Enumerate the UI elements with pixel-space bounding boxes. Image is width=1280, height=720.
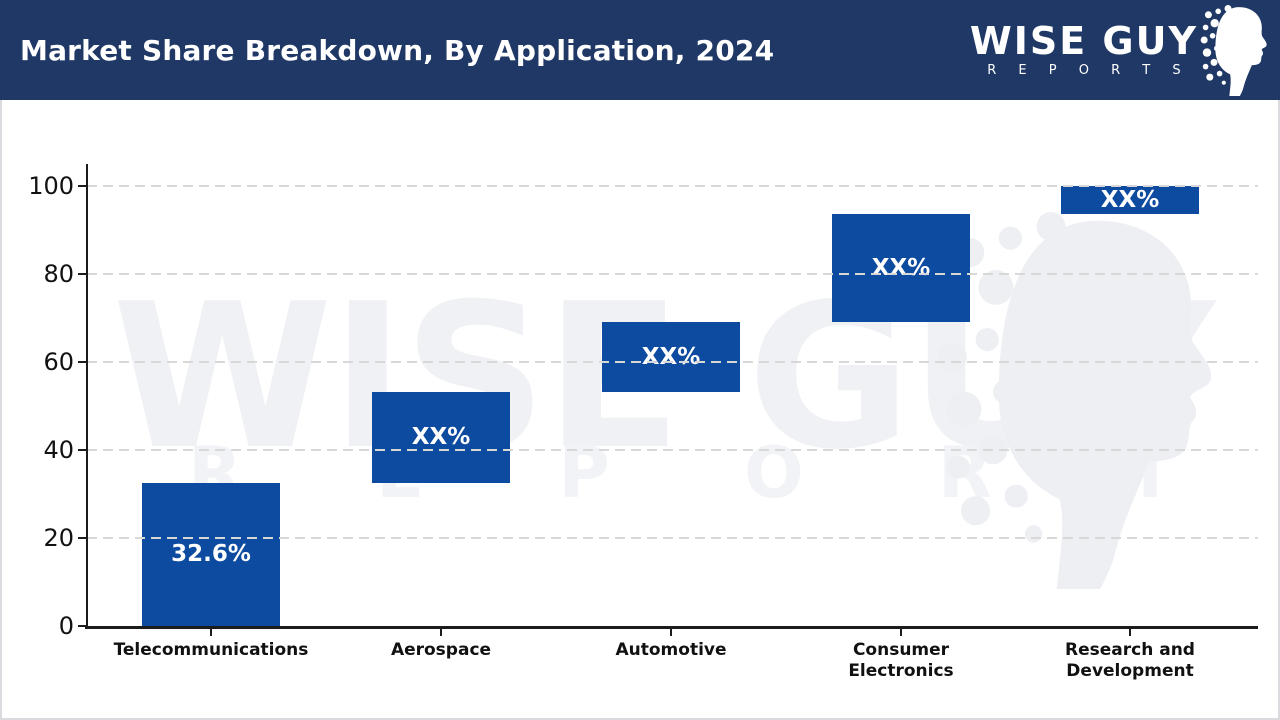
y-tick-label: 100 (28, 172, 74, 200)
x-tick (670, 629, 672, 636)
chart-area: WISE GUY R E P O R T S 32.6%XX%XX%XX%XX%… (0, 100, 1280, 720)
watermark-face-icon (937, 212, 1212, 589)
bar-segment: XX% (832, 214, 970, 322)
logo-face-icon (1200, 4, 1267, 96)
page-border-right (1278, 100, 1280, 720)
page-title: Market Share Breakdown, By Application, … (20, 33, 775, 67)
y-tick-label: 0 (58, 612, 74, 640)
x-tick (440, 629, 442, 636)
logo-subtitle: R E P O R T S (987, 63, 1190, 78)
x-tick-label: Automotive (615, 640, 727, 660)
y-tick (78, 625, 87, 627)
logo-wordmark: WISE GUY (969, 19, 1198, 63)
x-tick-label: Research and Development (1065, 640, 1195, 682)
x-tick (900, 629, 902, 636)
y-tick (78, 449, 87, 451)
y-tick (78, 273, 87, 275)
bar-value-label: XX% (1100, 187, 1160, 214)
page-border-left (0, 100, 2, 720)
gridline (87, 273, 1258, 275)
y-tick (78, 185, 87, 187)
logo-text: WISE GUY R E P O R T S (970, 22, 1198, 78)
y-tick-label: 60 (43, 348, 74, 376)
bar-value-label: 32.6% (171, 541, 251, 568)
y-tick (78, 537, 87, 539)
gridline (87, 537, 1258, 539)
y-axis (86, 164, 88, 628)
page-border-bottom (0, 718, 1280, 720)
gridline (87, 361, 1258, 363)
bar-segment: 32.6% (142, 482, 280, 626)
x-tick-label: Telecommunications (113, 640, 309, 660)
y-tick-label: 20 (43, 524, 74, 552)
x-tick-label: Aerospace (390, 640, 492, 660)
bar-value-label: XX% (871, 255, 931, 282)
bar-segment: XX% (372, 392, 510, 483)
x-tick-label: Consumer Electronics (848, 640, 954, 682)
y-tick-label: 40 (43, 436, 74, 464)
header: Market Share Breakdown, By Application, … (0, 0, 1280, 100)
x-axis (85, 626, 1258, 629)
wise-guy-logo: WISE GUY R E P O R T S (970, 4, 1270, 96)
bar-segment: XX% (602, 321, 740, 393)
y-tick (78, 361, 87, 363)
y-tick-label: 80 (43, 260, 74, 288)
waterfall-chart: 32.6% XX% XX% XX% XX% 0 20 40 60 80 100 Telecommuni… (0, 100, 1280, 720)
bar-value-label: XX% (641, 344, 701, 371)
x-tick (1129, 629, 1131, 636)
gridline (87, 185, 1258, 187)
bar-segment: XX% (1061, 186, 1199, 215)
x-tick (210, 629, 212, 636)
bar-value-label: XX% (411, 424, 471, 451)
gridline (87, 449, 1258, 451)
